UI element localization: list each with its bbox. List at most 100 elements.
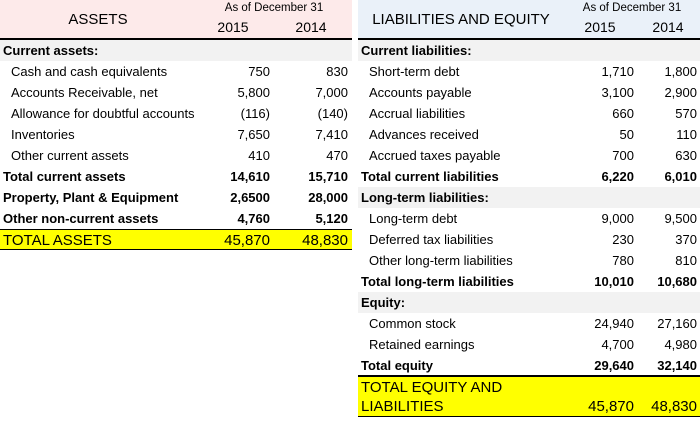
table-row: Other current assets 410 470 — [0, 145, 352, 166]
value-2015: 45,870 — [588, 398, 634, 415]
value-2014: 470 — [326, 148, 348, 163]
row-label: Total current assets — [3, 169, 126, 184]
assets-year-2014-header: 2014 — [295, 19, 327, 35]
row-label: Inventories — [11, 127, 75, 142]
value-2014: 5,120 — [315, 211, 348, 226]
row-label: Short-term debt — [369, 64, 460, 79]
value-2014: 15,710 — [308, 169, 348, 184]
row-label: Accrual liabilities — [369, 106, 466, 121]
value-2015: 410 — [248, 148, 270, 163]
assets-date-columns: As of December 31 2015 2014 — [196, 0, 352, 38]
value-2014: 9,500 — [664, 211, 697, 226]
table-row: TOTAL ASSETS 45,870 48,830 — [0, 229, 352, 250]
assets-title: ASSETS — [68, 10, 128, 28]
row-label: Long-term debt — [369, 211, 458, 226]
liabilities-equity-header: LIABILITIES AND EQUITY As of December 31… — [358, 0, 700, 40]
assets-table: ASSETS As of December 31 2015 2014 Curre… — [0, 0, 352, 250]
value-2014: 27,160 — [657, 316, 697, 331]
value-2014: 2,900 — [664, 85, 697, 100]
value-2014: 4,980 — [664, 337, 697, 352]
liabilities-equity-rows: Current liabilities: Short-term debt 1,710… — [358, 40, 700, 417]
table-row: Allowance for doubtful accounts (116) (140… — [0, 103, 352, 124]
assets-as-of-label: As of December 31 — [224, 2, 324, 14]
table-row: Accrual liabilities 660 570 — [358, 103, 700, 124]
row-label: TOTAL ASSETS — [3, 232, 112, 249]
table-row: Advances received 50 110 — [358, 124, 700, 145]
value-2015: 24,940 — [594, 316, 634, 331]
value-2015: 660 — [612, 106, 634, 121]
value-2014: (140) — [317, 106, 348, 121]
row-label: Accounts payable — [369, 85, 472, 100]
value-2015 — [564, 187, 636, 208]
value-2014: 630 — [675, 148, 697, 163]
row-label: Other non-current assets — [3, 211, 159, 226]
row-label: Accounts Receivable, net — [11, 85, 158, 100]
value-2014: 1,800 — [664, 64, 697, 79]
value-2014: 110 — [676, 127, 697, 142]
value-2015: 3,100 — [601, 85, 634, 100]
value-2015: 780 — [612, 253, 634, 268]
liabilities-year-2015-header: 2015 — [584, 19, 616, 35]
row-label: Total long-term liabilities — [361, 274, 514, 289]
value-2015: 45,870 — [224, 232, 270, 249]
row-label: Advances received — [369, 127, 479, 142]
liabilities-date-columns: As of December 31 2015 2014 — [564, 0, 700, 38]
value-2014: 810 — [675, 253, 697, 268]
value-2014: 570 — [675, 106, 697, 121]
table-row: Inventories 7,650 7,410 — [0, 124, 352, 145]
table-row: Other long-term liabilities 780 810 — [358, 250, 700, 271]
value-2015: 14,610 — [230, 169, 270, 184]
value-2014: 6,010 — [664, 169, 697, 184]
table-row: Total current liabilities 6,220 6,010 — [358, 166, 700, 187]
value-2014: 48,830 — [302, 232, 348, 249]
value-2015: (116) — [240, 106, 270, 121]
value-2014: 32,140 — [657, 358, 697, 373]
assets-rows: Current assets: Cash and cash equivalents… — [0, 40, 352, 250]
liabilities-as-of-label: As of December 31 — [582, 2, 682, 14]
assets-header: ASSETS As of December 31 2015 2014 — [0, 0, 352, 40]
row-label: Current assets: — [3, 43, 99, 58]
value-2015: 4,700 — [601, 337, 634, 352]
value-2014: 830 — [326, 64, 348, 79]
value-2015 — [564, 292, 636, 313]
table-row: Equity: — [358, 292, 700, 313]
row-label: Other current assets — [11, 148, 129, 163]
row-label: Long-term liabilities: — [361, 190, 489, 205]
row-label: Equity: — [361, 295, 406, 310]
value-2015 — [196, 40, 270, 61]
liabilities-equity-table: LIABILITIES AND EQUITY As of December 31… — [358, 0, 700, 421]
table-row: Property, Plant & Equipment 2,6500 28,000 — [0, 187, 352, 208]
value-2015: 4,760 — [237, 211, 270, 226]
row-label: Property, Plant & Equipment — [3, 190, 179, 205]
row-label: Deferred tax liabilities — [369, 232, 494, 247]
row-label: Total equity — [361, 358, 433, 373]
table-row: Accrued taxes payable 700 630 — [358, 145, 700, 166]
table-row: Current liabilities: — [358, 40, 700, 61]
value-2014 — [636, 40, 700, 61]
row-label: Total current liabilities — [361, 169, 499, 184]
value-2015: 2,6500 — [230, 190, 270, 205]
table-row: Accounts payable 3,100 2,900 — [358, 82, 700, 103]
value-2015: 6,220 — [601, 169, 634, 184]
liabilities-equity-title: LIABILITIES AND EQUITY — [372, 10, 550, 28]
row-label: TOTAL EQUITY AND LIABILITIES — [361, 379, 503, 415]
value-2015 — [564, 40, 636, 61]
table-row: Cash and cash equivalents 750 830 — [0, 61, 352, 82]
value-2014: 7,410 — [315, 127, 348, 142]
table-row: Retained earnings 4,700 4,980 — [358, 334, 700, 355]
assets-year-headers: 2015 2014 — [196, 19, 352, 38]
value-2014: 48,830 — [651, 398, 697, 415]
row-label: Allowance for doubtful accounts — [11, 106, 195, 121]
value-2014: 28,000 — [308, 190, 348, 205]
value-2014: 7,000 — [315, 85, 348, 100]
value-2015: 9,000 — [601, 211, 634, 226]
value-2015: 5,800 — [237, 85, 270, 100]
value-2015: 750 — [248, 64, 270, 79]
row-label: Other long-term liabilities — [369, 253, 513, 268]
value-2015: 230 — [612, 232, 634, 247]
table-row: Long-term debt 9,000 9,500 — [358, 208, 700, 229]
liabilities-year-headers: 2015 2014 — [564, 19, 700, 38]
table-row: Total equity 29,640 32,140 — [358, 355, 700, 376]
value-2015: 10,010 — [594, 274, 634, 289]
